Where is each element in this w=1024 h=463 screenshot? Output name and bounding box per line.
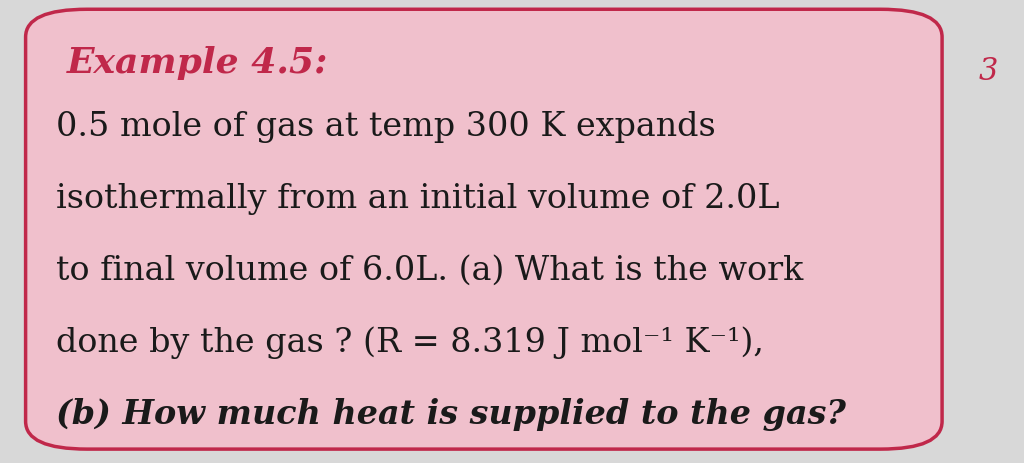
- Text: (b) How much heat is supplied to the gas?: (b) How much heat is supplied to the gas…: [56, 398, 846, 431]
- Text: Example 4.5:: Example 4.5:: [67, 46, 328, 80]
- Text: 3: 3: [979, 56, 998, 87]
- FancyBboxPatch shape: [26, 9, 942, 449]
- Text: isothermally from an initial volume of 2.0L: isothermally from an initial volume of 2…: [56, 183, 780, 215]
- Text: to final volume of 6.0L. (a) What is the work: to final volume of 6.0L. (a) What is the…: [56, 255, 804, 287]
- Text: 0.5 mole of gas at temp 300 K expands: 0.5 mole of gas at temp 300 K expands: [56, 111, 716, 143]
- Text: done by the gas ? (R = 8.319 J mol⁻¹ K⁻¹),: done by the gas ? (R = 8.319 J mol⁻¹ K⁻¹…: [56, 326, 764, 359]
